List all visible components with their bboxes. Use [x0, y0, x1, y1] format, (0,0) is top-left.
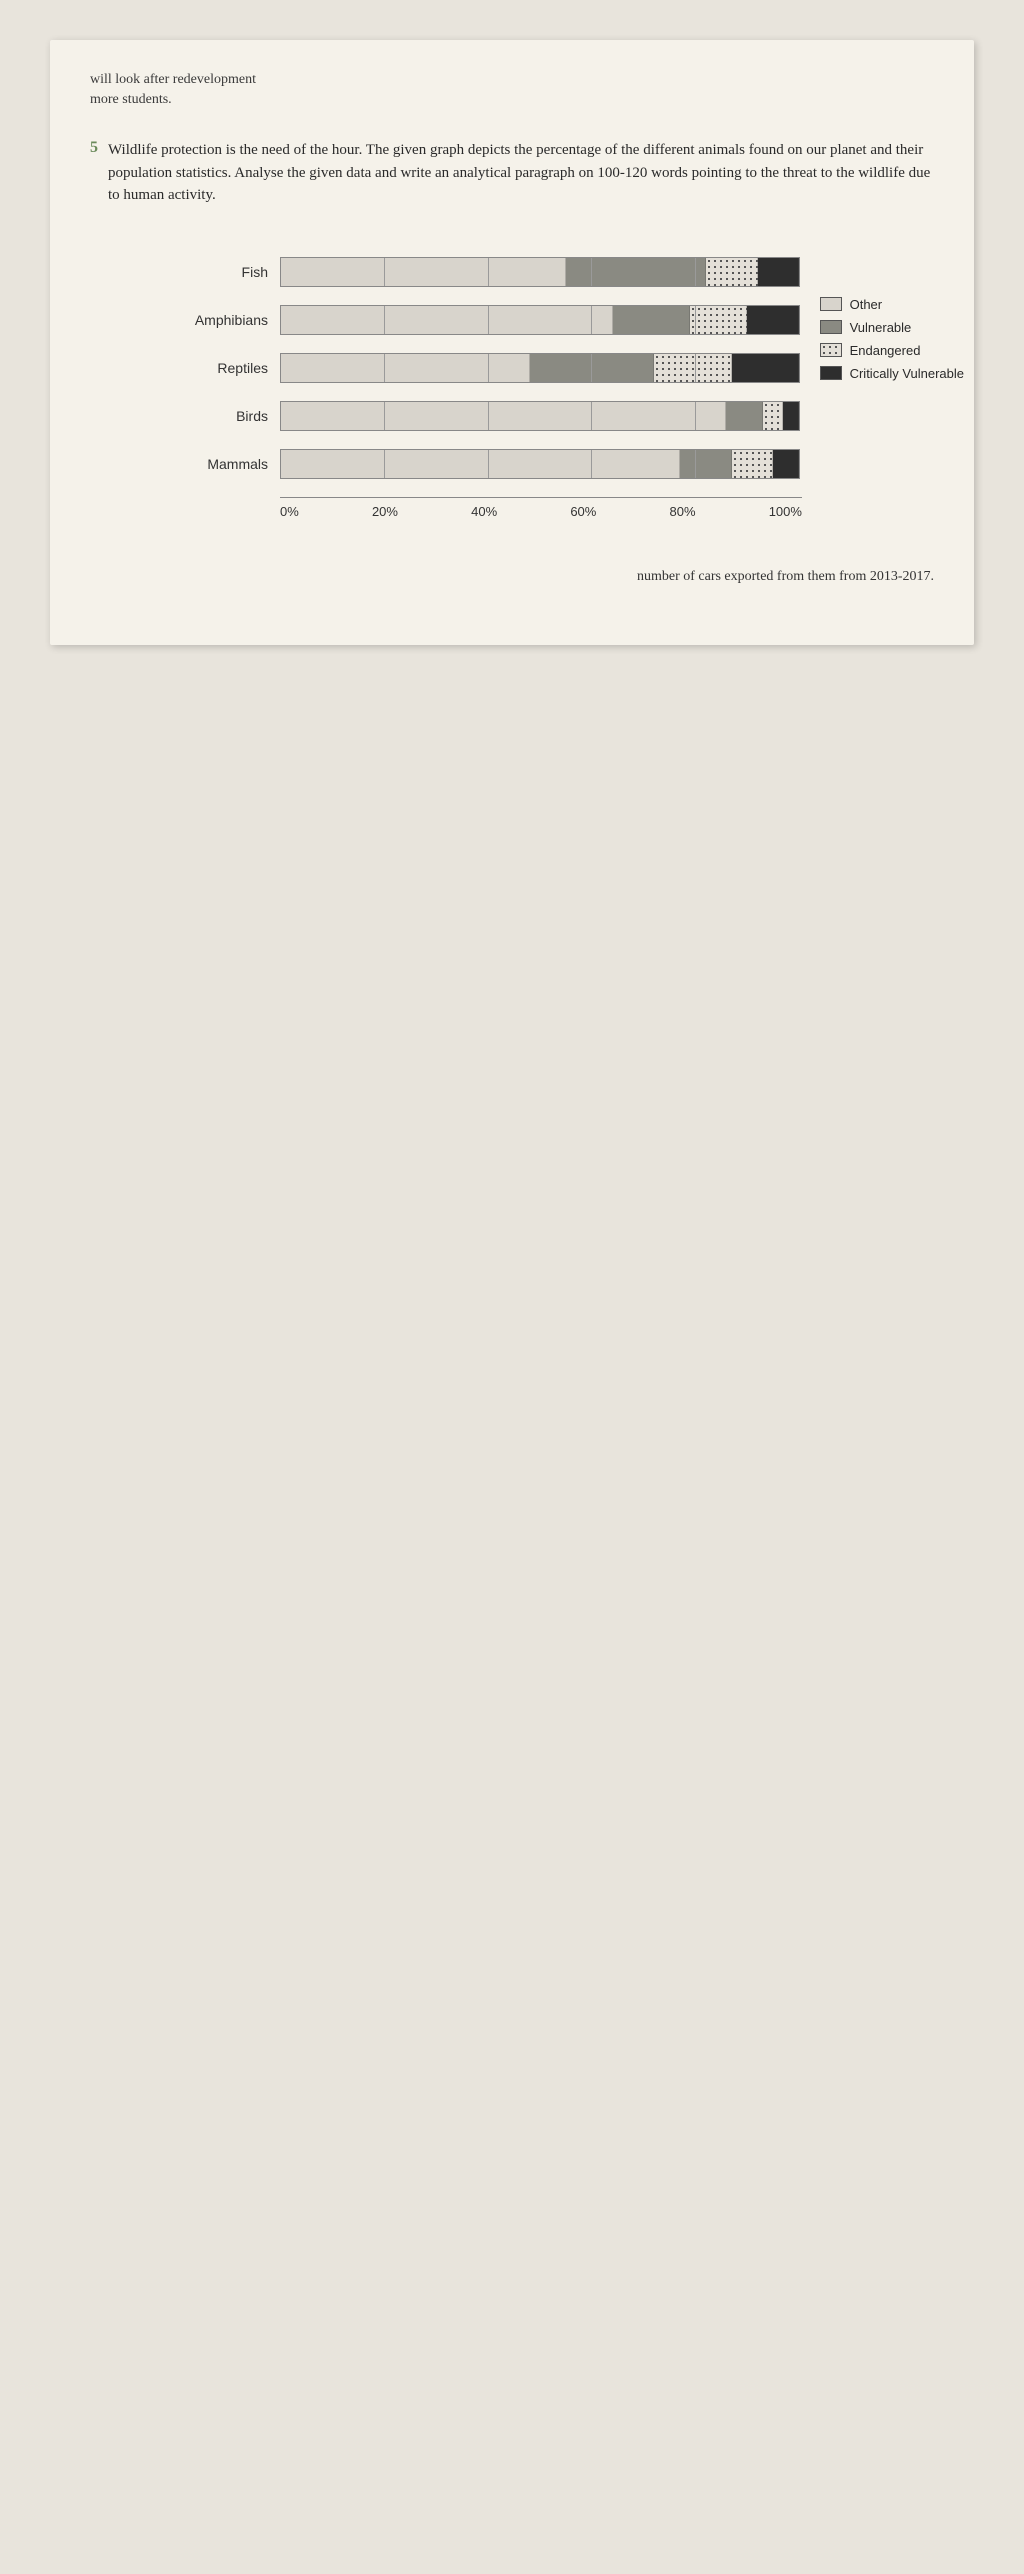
chart-row: Reptiles	[190, 353, 914, 383]
x-tick-label: 0%	[280, 504, 299, 519]
bar-segment-other	[281, 402, 726, 430]
bar-track	[280, 353, 800, 383]
category-label: Mammals	[190, 456, 280, 472]
legend-swatch	[820, 366, 842, 380]
chart-row: Mammals	[190, 449, 914, 479]
bar-segment-critically_vulnerable	[732, 354, 799, 382]
chart-row: Amphibians	[190, 305, 914, 335]
category-label: Amphibians	[190, 312, 280, 328]
bar-track	[280, 449, 800, 479]
question-block: 5 Wildlife protection is the need of the…	[90, 139, 934, 207]
x-axis: 0% 20% 40% 60% 80% 100%	[280, 497, 802, 519]
legend-item: Vulnerable	[820, 320, 964, 335]
bar-segment-other	[281, 354, 530, 382]
legend-item: Critically Vulnerable	[820, 366, 964, 381]
x-tick-label: 60%	[570, 504, 596, 519]
x-tick-label: 100%	[769, 504, 802, 519]
legend-swatch	[820, 343, 842, 357]
x-tick-label: 20%	[372, 504, 398, 519]
category-label: Fish	[190, 264, 280, 280]
bar-segment-critically_vulnerable	[773, 450, 799, 478]
legend-label: Endangered	[850, 343, 921, 358]
footer-fragment: number of cars exported from them from 2…	[90, 569, 934, 585]
prev-page-fragment: will look after redevelopment more stude…	[90, 70, 934, 109]
bar-segment-endangered	[654, 354, 732, 382]
bar-segment-vulnerable	[566, 258, 706, 286]
category-label: Birds	[190, 408, 280, 424]
fragment-line: will look after redevelopment	[90, 70, 270, 90]
legend-item: Endangered	[820, 343, 964, 358]
bar-segment-vulnerable	[530, 354, 654, 382]
bar-segment-other	[281, 258, 566, 286]
legend-label: Other	[850, 297, 883, 312]
bar-segment-vulnerable	[613, 306, 691, 334]
bar-segment-critically_vulnerable	[783, 402, 799, 430]
chart-legend: Other Vulnerable Endangered Critically Vuln…	[820, 297, 964, 389]
bar-track	[280, 257, 800, 287]
stacked-bar-chart: Fish Amphibians Reptiles Birds Mammals 0% 20%…	[90, 237, 934, 529]
bar-segment-vulnerable	[680, 450, 732, 478]
chart-row: Birds	[190, 401, 914, 431]
x-tick-label: 80%	[670, 504, 696, 519]
bar-segment-critically_vulnerable	[747, 306, 799, 334]
textbook-page: will look after redevelopment more stude…	[50, 40, 974, 645]
bar-segment-endangered	[690, 306, 747, 334]
bar-segment-other	[281, 306, 613, 334]
legend-label: Vulnerable	[850, 320, 912, 335]
category-label: Reptiles	[190, 360, 280, 376]
bar-segment-critically_vulnerable	[758, 258, 799, 286]
legend-swatch	[820, 320, 842, 334]
bar-segment-other	[281, 450, 680, 478]
bar-segment-endangered	[763, 402, 784, 430]
fragment-line: more students.	[90, 90, 270, 110]
legend-label: Critically Vulnerable	[850, 366, 964, 381]
bar-segment-vulnerable	[726, 402, 762, 430]
bar-track	[280, 401, 800, 431]
x-tick-label: 40%	[471, 504, 497, 519]
chart-row: Fish	[190, 257, 914, 287]
legend-swatch	[820, 297, 842, 311]
question-text: Wildlife protection is the need of the h…	[108, 139, 934, 207]
bar-segment-endangered	[706, 258, 758, 286]
question-number: 5	[90, 139, 98, 207]
legend-item: Other	[820, 297, 964, 312]
bar-track	[280, 305, 800, 335]
bar-segment-endangered	[732, 450, 773, 478]
